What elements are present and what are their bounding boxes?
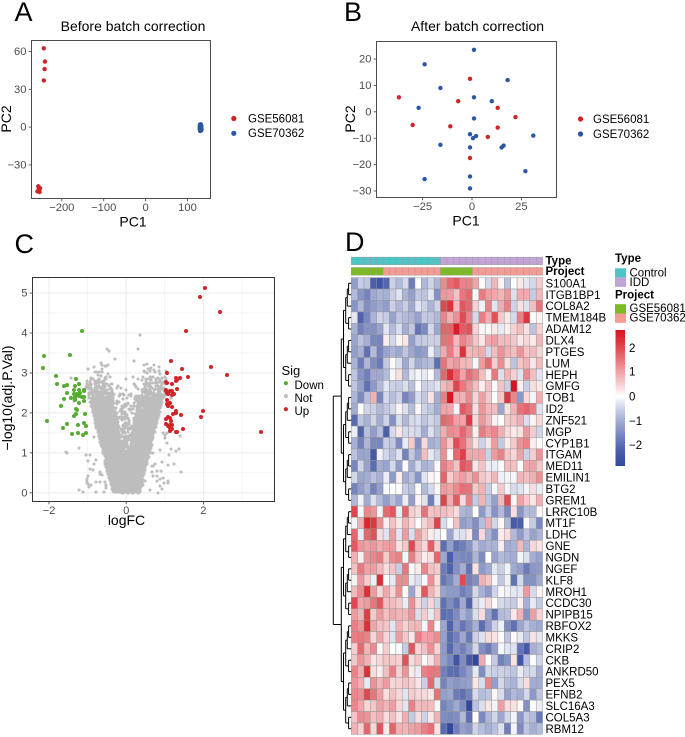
svg-text:TOB1: TOB1: [546, 393, 576, 405]
svg-text:MT1F: MT1F: [546, 518, 576, 530]
svg-text:ZNF521: ZNF521: [546, 415, 588, 427]
svg-text:COL8A2: COL8A2: [546, 301, 590, 313]
svg-text:GSE70362: GSE70362: [248, 128, 304, 140]
svg-text:GNE: GNE: [546, 541, 571, 553]
svg-text:LDHC: LDHC: [546, 530, 577, 542]
svg-text:−2: −2: [629, 440, 642, 452]
svg-text:ITGAM: ITGAM: [546, 450, 582, 462]
svg-text:B: B: [344, 0, 362, 27]
svg-text:ID2: ID2: [546, 404, 564, 416]
svg-text:IDD: IDD: [630, 277, 650, 289]
svg-text:A: A: [15, 0, 33, 27]
svg-text:LRRC10B: LRRC10B: [546, 507, 598, 519]
svg-text:Sig: Sig: [282, 363, 301, 378]
svg-text:CRIP2: CRIP2: [546, 644, 580, 656]
svg-text:Control: Control: [630, 267, 667, 279]
svg-text:GSE56081: GSE56081: [593, 114, 649, 126]
svg-text:−30: −30: [8, 160, 27, 172]
svg-text:PTGES: PTGES: [546, 347, 585, 359]
svg-text:CKB: CKB: [546, 655, 570, 667]
svg-text:COL5A3: COL5A3: [546, 712, 590, 724]
svg-text:0: 0: [20, 122, 26, 134]
svg-text:100: 100: [178, 202, 197, 214]
svg-text:Down: Down: [295, 380, 324, 392]
svg-text:Type: Type: [615, 253, 641, 265]
svg-text:C: C: [15, 229, 35, 259]
svg-text:2: 2: [629, 343, 635, 355]
svg-text:Project: Project: [546, 266, 585, 278]
svg-text:GSE70362: GSE70362: [630, 313, 685, 325]
svg-text:D: D: [345, 227, 365, 257]
svg-text:PC1: PC1: [119, 214, 146, 230]
svg-text:1: 1: [629, 367, 635, 379]
svg-text:−20: −20: [353, 159, 372, 171]
svg-text:10: 10: [359, 80, 371, 92]
svg-text:EFNB2: EFNB2: [546, 690, 583, 702]
svg-text:NGDN: NGDN: [546, 553, 580, 565]
svg-text:60: 60: [14, 46, 26, 58]
svg-text:−log10(adj.P.Val): −log10(adj.P.Val): [0, 346, 15, 451]
svg-text:5: 5: [21, 288, 27, 300]
svg-text:GMFG: GMFG: [546, 381, 581, 393]
svg-text:ITGB1BP1: ITGB1BP1: [546, 290, 601, 302]
svg-text:GSE70362: GSE70362: [593, 129, 649, 141]
svg-text:−2: −2: [43, 505, 56, 517]
svg-text:−25: −25: [413, 201, 432, 213]
svg-text:−200: −200: [49, 202, 74, 214]
svg-text:20: 20: [359, 54, 371, 66]
svg-text:CCDC30: CCDC30: [546, 598, 592, 610]
svg-text:HEPH: HEPH: [546, 370, 578, 382]
svg-text:DLX4: DLX4: [546, 336, 575, 348]
svg-text:−1: −1: [629, 416, 642, 428]
svg-text:logFC: logFC: [108, 512, 145, 528]
svg-text:Type: Type: [546, 256, 572, 268]
svg-text:Up: Up: [295, 406, 310, 418]
svg-text:MROH1: MROH1: [546, 587, 588, 599]
svg-text:2: 2: [200, 505, 206, 517]
svg-text:Not: Not: [295, 393, 314, 405]
svg-text:MGP: MGP: [546, 427, 573, 439]
svg-text:MED11: MED11: [546, 461, 584, 473]
svg-text:ADAM12: ADAM12: [546, 324, 592, 336]
svg-text:0: 0: [629, 392, 635, 404]
svg-text:SLC16A3: SLC16A3: [546, 701, 595, 713]
svg-text:ANKRD50: ANKRD50: [546, 667, 599, 679]
svg-text:TMEM184B: TMEM184B: [546, 313, 607, 325]
svg-text:4: 4: [21, 328, 27, 340]
svg-text:S100A1: S100A1: [546, 278, 587, 290]
svg-text:PC1: PC1: [452, 213, 479, 229]
svg-text:3: 3: [21, 368, 27, 380]
svg-text:Before batch correction: Before batch correction: [61, 18, 206, 34]
svg-text:GSE56081: GSE56081: [248, 113, 304, 125]
svg-text:KLF8: KLF8: [546, 575, 574, 587]
svg-text:0: 0: [21, 487, 27, 499]
svg-text:−10: −10: [353, 133, 372, 145]
svg-text:PC2: PC2: [342, 105, 358, 132]
svg-text:0: 0: [365, 106, 371, 118]
svg-text:GSE56081: GSE56081: [630, 303, 685, 315]
svg-text:25: 25: [515, 201, 527, 213]
svg-text:CYP1B1: CYP1B1: [546, 438, 590, 450]
svg-text:0: 0: [142, 202, 148, 214]
svg-text:PEX5: PEX5: [546, 678, 575, 690]
svg-text:2: 2: [21, 408, 27, 420]
svg-text:After batch correction: After batch correction: [411, 18, 544, 34]
svg-text:PC2: PC2: [0, 105, 14, 132]
svg-text:1: 1: [21, 447, 27, 459]
svg-text:−100: −100: [91, 202, 116, 214]
svg-text:0: 0: [123, 505, 129, 517]
svg-text:NGEF: NGEF: [546, 564, 578, 576]
svg-text:30: 30: [14, 84, 26, 96]
svg-text:Project: Project: [615, 289, 654, 301]
svg-text:GREM1: GREM1: [546, 495, 587, 507]
svg-text:0: 0: [469, 201, 475, 213]
svg-text:MKKS: MKKS: [546, 632, 579, 644]
svg-text:NPIPB15: NPIPB15: [546, 610, 593, 622]
svg-text:BTG2: BTG2: [546, 484, 576, 496]
svg-text:EMILIN1: EMILIN1: [546, 473, 591, 485]
svg-text:LUM: LUM: [546, 358, 570, 370]
svg-text:RBM12: RBM12: [546, 724, 584, 736]
svg-text:RBFOX2: RBFOX2: [546, 621, 592, 633]
svg-text:−30: −30: [353, 186, 372, 198]
